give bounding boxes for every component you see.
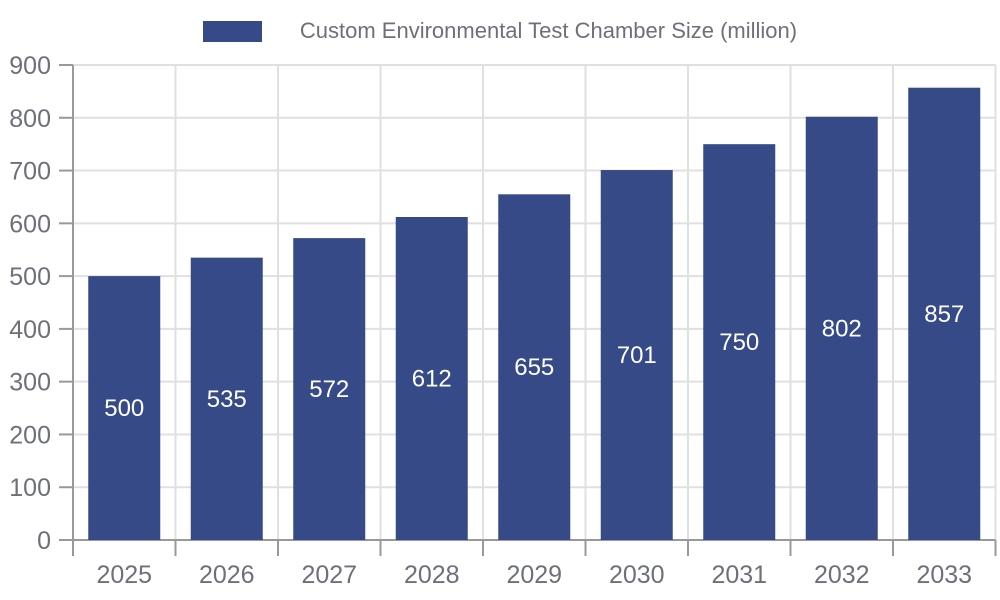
- bar-value-label: 701: [617, 342, 657, 369]
- bar-2027[interactable]: [293, 238, 366, 540]
- x-tick-label: 2031: [711, 561, 767, 589]
- bar-2033[interactable]: [908, 87, 981, 540]
- chart-legend[interactable]: Custom Environmental Test Chamber Size (…: [0, 18, 1000, 44]
- y-tick-label: 700: [9, 158, 51, 186]
- y-tick-label: 800: [9, 105, 51, 133]
- x-tick-label: 2027: [301, 561, 357, 589]
- bar-value-label: 802: [822, 315, 862, 342]
- y-tick-label: 900: [9, 52, 51, 80]
- bar-value-label: 500: [104, 395, 144, 422]
- x-tick-label: 2028: [404, 561, 460, 589]
- y-tick-label: 400: [9, 316, 51, 344]
- bar-2032[interactable]: [805, 116, 878, 540]
- bar-value-label: 535: [207, 386, 247, 413]
- x-tick-label: 2029: [506, 561, 562, 589]
- bar-value-label: 572: [309, 376, 349, 403]
- legend-label: Custom Environmental Test Chamber Size (…: [299, 18, 798, 43]
- bar-value-label: 612: [412, 366, 452, 393]
- x-tick-label: 2030: [609, 561, 665, 589]
- bar-2029[interactable]: [498, 194, 571, 541]
- y-tick-label: 100: [9, 474, 51, 502]
- bar-value-label: 750: [719, 329, 759, 356]
- x-tick-label: 2033: [916, 561, 972, 589]
- y-tick-label: 300: [9, 369, 51, 397]
- bar-2031[interactable]: [703, 144, 776, 540]
- x-tick-label: 2032: [814, 561, 870, 589]
- y-tick-label: 600: [9, 210, 51, 238]
- bar-value-label: 857: [924, 301, 964, 328]
- x-tick-label: 2026: [199, 561, 255, 589]
- bar-2030[interactable]: [600, 170, 673, 540]
- bar-2025[interactable]: [88, 276, 161, 540]
- bar-value-label: 655: [514, 354, 554, 381]
- legend-swatch: [202, 20, 262, 42]
- y-tick-label: 500: [9, 263, 51, 291]
- y-tick-label: 0: [37, 527, 51, 555]
- bar-2028[interactable]: [395, 217, 468, 540]
- x-tick-label: 2025: [96, 561, 152, 589]
- bar-2026[interactable]: [190, 257, 263, 540]
- y-tick-label: 200: [9, 421, 51, 449]
